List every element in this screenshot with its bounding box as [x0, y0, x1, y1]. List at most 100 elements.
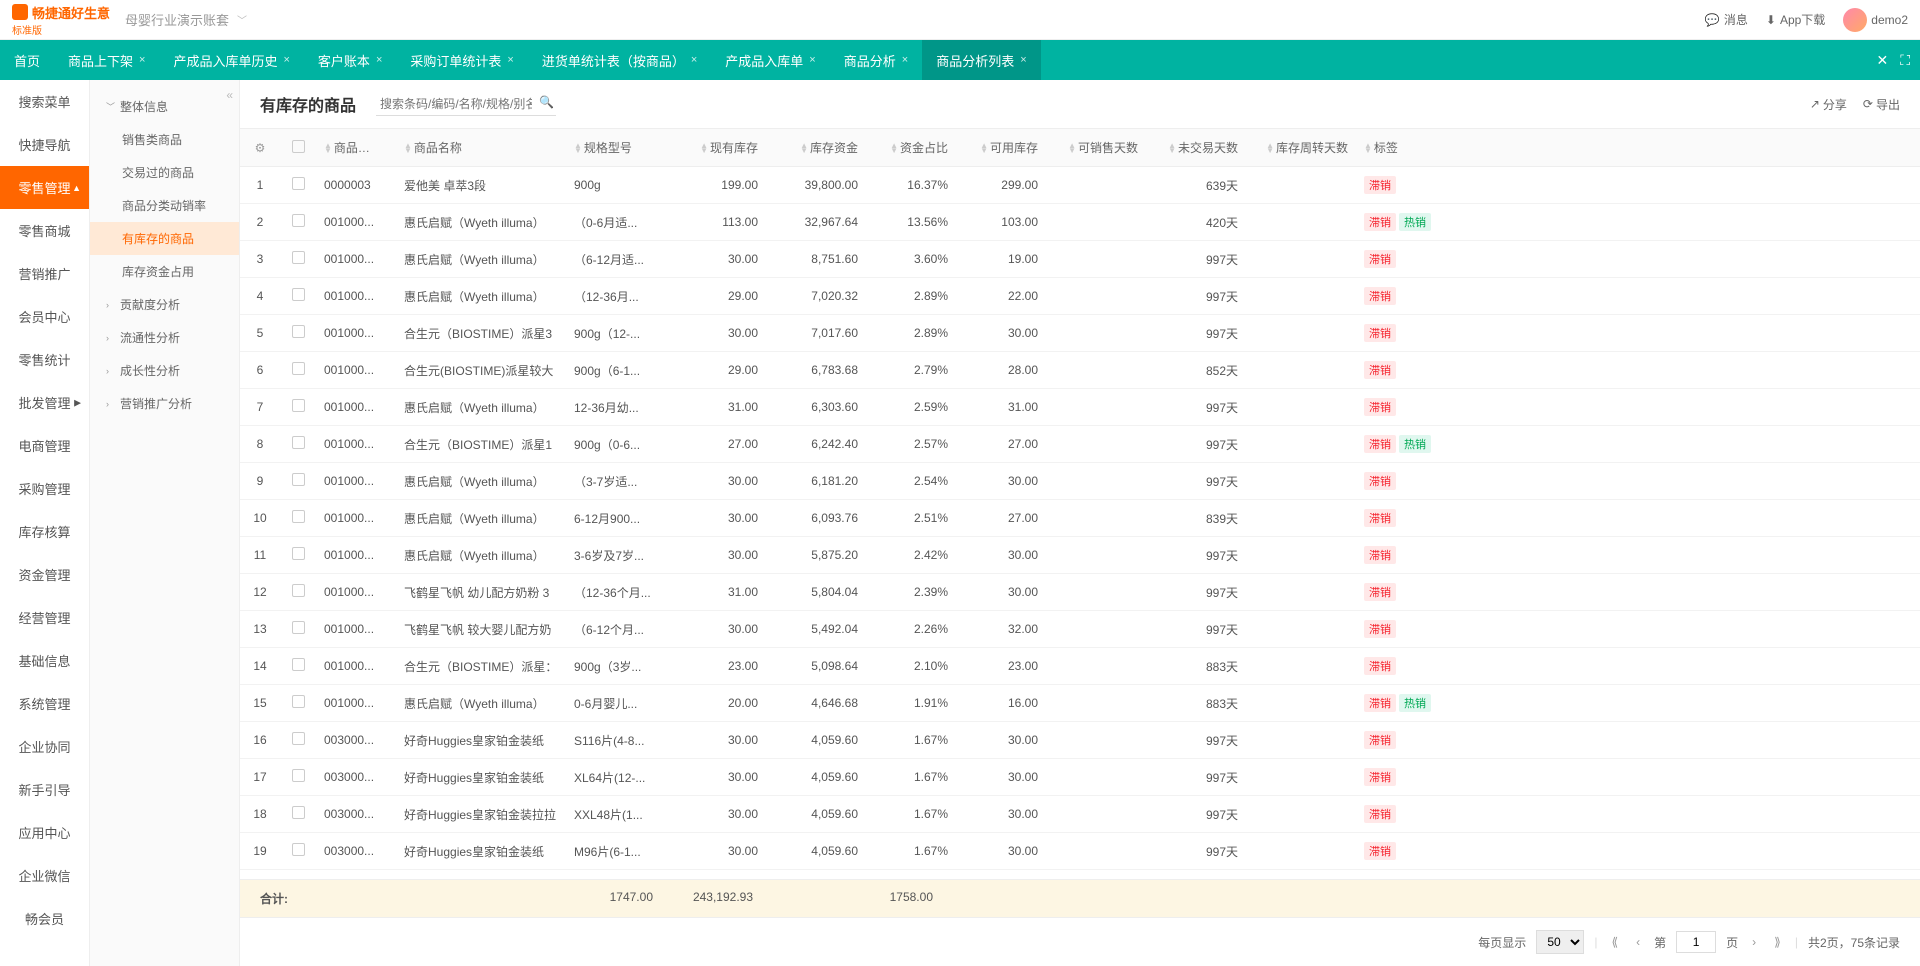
subnav-item[interactable]: 销售类商品 — [90, 123, 239, 156]
account-selector[interactable]: 母婴行业演示账套 ﹀ — [125, 10, 247, 29]
table-row[interactable]: 14 001000... 合生元（BIOSTIME）派星： 900g（3岁...… — [240, 648, 1920, 685]
share-button[interactable]: ↗ 分享 — [1810, 96, 1847, 113]
tab-close-icon[interactable]: × — [507, 54, 513, 66]
close-all-icon[interactable]: ✕ — [1876, 52, 1888, 69]
table-header[interactable]: ▲▼资金占比 — [866, 129, 956, 167]
table-row[interactable]: 15 001000... 惠氏启赋（Wyeth illuma） 0-6月婴儿..… — [240, 685, 1920, 722]
search-icon[interactable]: 🔍 — [539, 95, 554, 109]
row-checkbox[interactable] — [292, 288, 305, 301]
row-checkbox[interactable] — [292, 621, 305, 634]
subnav-item[interactable]: 库存资金占用 — [90, 255, 239, 288]
table-header[interactable]: ▲▼可用库存 — [956, 129, 1046, 167]
tab[interactable]: 采购订单统计表× — [396, 40, 527, 80]
nav-item[interactable]: 搜索菜单 — [0, 80, 89, 123]
nav-item[interactable]: 零售商城 — [0, 209, 89, 252]
perpage-select[interactable]: 50 — [1536, 930, 1584, 954]
nav-item[interactable]: 批发管理▶ — [0, 381, 89, 424]
subnav-group[interactable]: ›贡献度分析 — [90, 288, 239, 321]
table-row[interactable]: 17 003000... 好奇Huggies皇家铂金装纸 XL64片(12-..… — [240, 759, 1920, 796]
nav-item[interactable]: 营销推广 — [0, 252, 89, 295]
table-row[interactable]: 8 001000... 合生元（BIOSTIME）派星1 900g（0-6...… — [240, 426, 1920, 463]
table-row[interactable]: 18 003000... 好奇Huggies皇家铂金装拉拉 XXL48片(1..… — [240, 796, 1920, 833]
table-row[interactable]: 3 001000... 惠氏启赋（Wyeth illuma） （6-12月适..… — [240, 241, 1920, 278]
row-checkbox[interactable] — [292, 806, 305, 819]
table-header[interactable]: ▲▼库存周转天数 — [1246, 129, 1356, 167]
tab-close-icon[interactable]: × — [376, 54, 382, 66]
row-checkbox[interactable] — [292, 399, 305, 412]
tab[interactable]: 商品分析列表× — [922, 40, 1040, 80]
tab-close-icon[interactable]: × — [139, 54, 145, 66]
table-row[interactable]: 6 001000... 合生元(BIOSTIME)派星较大 900g（6-1..… — [240, 352, 1920, 389]
row-checkbox[interactable] — [292, 769, 305, 782]
nav-item[interactable]: 应用中心 — [0, 811, 89, 854]
row-checkbox[interactable] — [292, 473, 305, 486]
nav-item[interactable]: 资金管理 — [0, 553, 89, 596]
row-checkbox[interactable] — [292, 584, 305, 597]
row-checkbox[interactable] — [292, 177, 305, 190]
row-checkbox[interactable] — [292, 547, 305, 560]
table-header[interactable]: ▲▼现有库存 — [676, 129, 766, 167]
table-header[interactable]: ▲▼可销售天数 — [1046, 129, 1146, 167]
table-row[interactable]: 4 001000... 惠氏启赋（Wyeth illuma） （12-36月..… — [240, 278, 1920, 315]
gear-icon[interactable]: ⚙ — [255, 141, 266, 155]
tab[interactable]: 客户账本× — [304, 40, 396, 80]
app-download-link[interactable]: ⬇App下载 — [1766, 11, 1825, 28]
table-row[interactable]: 7 001000... 惠氏启赋（Wyeth illuma） 12-36月幼..… — [240, 389, 1920, 426]
nav-item[interactable]: 快捷导航 — [0, 123, 89, 166]
table-row[interactable]: 1 0000003 爱他美 卓萃3段 900g 199.00 39,800.00… — [240, 167, 1920, 204]
nav-item[interactable]: 零售管理▲ — [0, 166, 89, 209]
tab-close-icon[interactable]: × — [1020, 54, 1026, 66]
table-header[interactable]: ⚙ — [240, 129, 280, 167]
tab-close-icon[interactable]: × — [809, 54, 815, 66]
row-checkbox[interactable] — [292, 732, 305, 745]
tab[interactable]: 进货单统计表（按商品）× — [528, 40, 711, 80]
fullscreen-icon[interactable]: ⛶ — [1900, 52, 1910, 69]
row-checkbox[interactable] — [292, 510, 305, 523]
subnav-item[interactable]: 有库存的商品 — [90, 222, 239, 255]
nav-item[interactable]: 企业微信 — [0, 854, 89, 897]
nav-item[interactable]: 零售统计 — [0, 338, 89, 381]
first-page-button[interactable]: ⟪ — [1607, 935, 1622, 949]
user-menu[interactable]: demo2 — [1843, 8, 1908, 32]
table-row[interactable]: 16 003000... 好奇Huggies皇家铂金装纸 S116片(4-8..… — [240, 722, 1920, 759]
tab-close-icon[interactable]: × — [902, 54, 908, 66]
table-header[interactable]: ▲▼规格型号 — [566, 129, 676, 167]
nav-item[interactable]: 会员中心 — [0, 295, 89, 338]
table-header[interactable]: ▲▼标签 — [1356, 129, 1920, 167]
row-checkbox[interactable] — [292, 214, 305, 227]
nav-item[interactable]: 新手引导 — [0, 768, 89, 811]
table-header[interactable]: ▲▼未交易天数 — [1146, 129, 1246, 167]
table-header[interactable]: ▲▼库存资金 — [766, 129, 866, 167]
nav-item[interactable]: 基础信息 — [0, 639, 89, 682]
nav-item[interactable]: 经营管理 — [0, 596, 89, 639]
next-page-button[interactable]: › — [1748, 935, 1760, 949]
table-row[interactable]: 9 001000... 惠氏启赋（Wyeth illuma） （3-7岁适...… — [240, 463, 1920, 500]
tab[interactable]: 商品分析× — [830, 40, 922, 80]
last-page-button[interactable]: ⟫ — [1770, 935, 1785, 949]
row-checkbox[interactable] — [292, 251, 305, 264]
tab[interactable]: 首页 — [0, 40, 54, 80]
page-input[interactable] — [1676, 931, 1716, 953]
search-input[interactable] — [376, 93, 556, 116]
nav-item[interactable]: 采购管理 — [0, 467, 89, 510]
table-row[interactable]: 19 003000... 好奇Huggies皇家铂金装纸 M96片(6-1...… — [240, 833, 1920, 870]
subnav-group[interactable]: ›营销推广分析 — [90, 387, 239, 420]
table-row[interactable]: 13 001000... 飞鹤星飞帆 较大婴儿配方奶 （6-12个月... 30… — [240, 611, 1920, 648]
nav-item[interactable]: 系统管理 — [0, 682, 89, 725]
export-button[interactable]: ⟳ 导出 — [1863, 96, 1900, 113]
subnav-group[interactable]: ›流通性分析 — [90, 321, 239, 354]
row-checkbox[interactable] — [292, 362, 305, 375]
subnav-item[interactable]: 商品分类动销率 — [90, 189, 239, 222]
row-checkbox[interactable] — [292, 843, 305, 856]
select-all-checkbox[interactable] — [292, 140, 305, 153]
nav-item[interactable]: 库存核算 — [0, 510, 89, 553]
prev-page-button[interactable]: ‹ — [1632, 935, 1644, 949]
tab-close-icon[interactable]: × — [691, 54, 697, 66]
nav-item[interactable]: 企业协同 — [0, 725, 89, 768]
table-row[interactable]: 2 001000... 惠氏启赋（Wyeth illuma） （0-6月适...… — [240, 204, 1920, 241]
nav-item[interactable]: 畅会员 — [0, 897, 89, 940]
row-checkbox[interactable] — [292, 695, 305, 708]
row-checkbox[interactable] — [292, 325, 305, 338]
tab[interactable]: 商品上下架× — [54, 40, 159, 80]
table-row[interactable]: 11 001000... 惠氏启赋（Wyeth illuma） 3-6岁及7岁.… — [240, 537, 1920, 574]
